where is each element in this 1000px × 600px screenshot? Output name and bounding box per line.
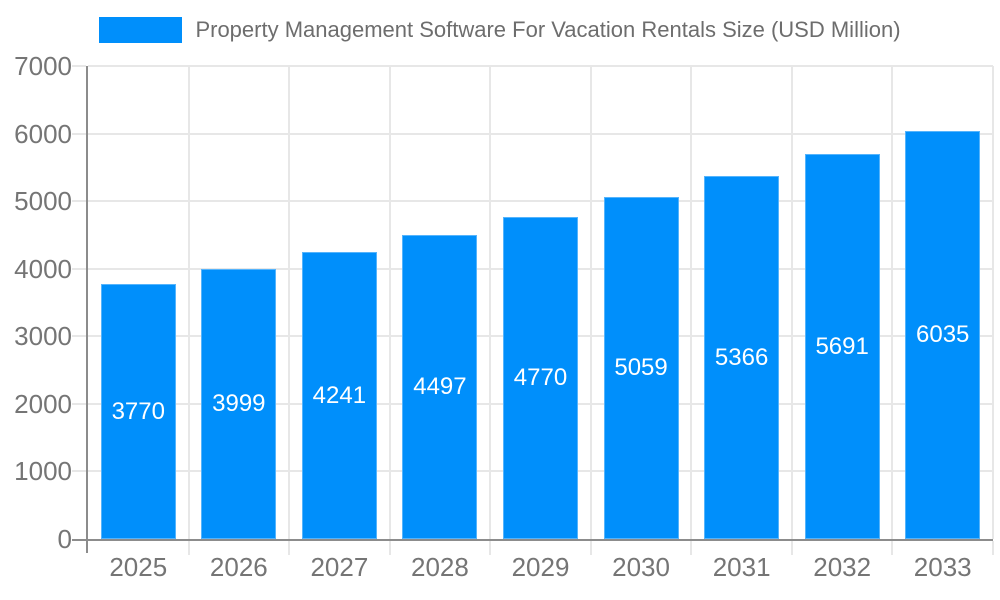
- x-tick-9: [992, 541, 994, 555]
- legend: Property Management Software For Vacatio…: [0, 14, 1000, 46]
- bar-2027[interactable]: 4241: [301, 252, 377, 539]
- gridline-v-4: [489, 66, 492, 539]
- x-tick-2: [288, 541, 291, 555]
- plot-area: 3770 3999 4241 4497 4770 5059 5366 5691 6035: [72, 65, 994, 555]
- x-tick-7: [790, 541, 793, 555]
- bar-2033[interactable]: 6035: [905, 131, 981, 539]
- bar-value-label: 3999: [212, 389, 266, 417]
- y-tick-1000: [72, 470, 86, 473]
- x-axis-label-2033: 2033: [913, 552, 972, 582]
- bar-value-label: 5691: [815, 332, 869, 360]
- gridline-h-6000: [88, 132, 993, 135]
- x-axis-label-2029: 2029: [511, 552, 570, 582]
- y-axis-label-7000: 7000: [14, 51, 72, 81]
- x-tick-4: [489, 541, 492, 555]
- gridline-v-7: [790, 66, 793, 539]
- gridline-v-8: [891, 66, 894, 539]
- bar-value-label: 5366: [714, 343, 769, 371]
- x-tick-1: [187, 541, 190, 555]
- x-axis-label-2031: 2031: [712, 552, 771, 582]
- y-axis-label-5000: 5000: [14, 186, 72, 217]
- x-tick-8: [891, 541, 894, 555]
- x-axis-label-2028: 2028: [411, 552, 469, 582]
- x-tick-6: [690, 541, 693, 555]
- x-axis-label-2027: 2027: [310, 552, 369, 582]
- x-tick-3: [388, 541, 391, 555]
- bar-value-label: 6035: [916, 321, 970, 349]
- y-axis-line: [86, 66, 88, 553]
- gridline-v-6: [690, 66, 693, 539]
- y-tick-4000: [72, 267, 86, 270]
- gridline-v-3: [388, 66, 391, 539]
- gridline-v-5: [589, 66, 592, 539]
- gridline-v-9: [992, 66, 994, 539]
- gridline-v-1: [187, 66, 190, 539]
- y-axis-label-6000: 6000: [14, 118, 72, 149]
- y-axis-label-0: 0: [57, 524, 72, 554]
- y-axis-label-3000: 3000: [14, 321, 72, 352]
- y-tick-6000: [72, 132, 86, 135]
- bar-2025[interactable]: 3770: [100, 284, 176, 539]
- x-axis-label-2025: 2025: [109, 552, 168, 582]
- bar-value-label: 4241: [312, 381, 367, 409]
- x-axis-label-2032: 2032: [813, 552, 872, 582]
- x-axis-line: [72, 539, 993, 541]
- bar-2028[interactable]: 4497: [402, 235, 478, 539]
- bar-2032[interactable]: 5691: [804, 154, 880, 539]
- y-tick-5000: [72, 200, 86, 203]
- bar-value-label: 5059: [614, 354, 668, 382]
- gridline-v-2: [288, 66, 291, 539]
- gridline-h-7000: [88, 65, 993, 67]
- legend-label: Property Management Software For Vacatio…: [195, 17, 901, 42]
- y-tick-7000: [72, 65, 86, 67]
- bar-2026[interactable]: 3999: [201, 268, 277, 539]
- y-axis-label-1000: 1000: [14, 456, 72, 487]
- y-tick-3000: [72, 335, 86, 338]
- x-axis-label-2030: 2030: [612, 552, 670, 582]
- gridline-h-5000: [88, 200, 993, 203]
- y-axis-labels: 0 1000 2000 3000 4000 5000 6000 7000: [0, 51, 72, 554]
- x-axis-label-2026: 2026: [209, 552, 268, 582]
- bar-2031[interactable]: 5366: [704, 176, 780, 539]
- y-axis-label-4000: 4000: [14, 253, 72, 284]
- y-axis-label-2000: 2000: [14, 388, 72, 419]
- legend-item[interactable]: Property Management Software For Vacatio…: [99, 17, 901, 43]
- bar-value-label: 4770: [513, 363, 568, 391]
- y-tick-2000: [72, 402, 86, 405]
- bar-2029[interactable]: 4770: [503, 216, 578, 539]
- legend-swatch-icon: [99, 17, 183, 43]
- bar-value-label: 4497: [413, 373, 467, 401]
- bar-2030[interactable]: 5059: [603, 197, 679, 539]
- x-axis-labels: 2025 2026 2027 2028 2029 2030 2031 2032 2033: [88, 550, 993, 590]
- x-tick-5: [589, 541, 592, 555]
- bar-value-label: 3770: [111, 397, 165, 425]
